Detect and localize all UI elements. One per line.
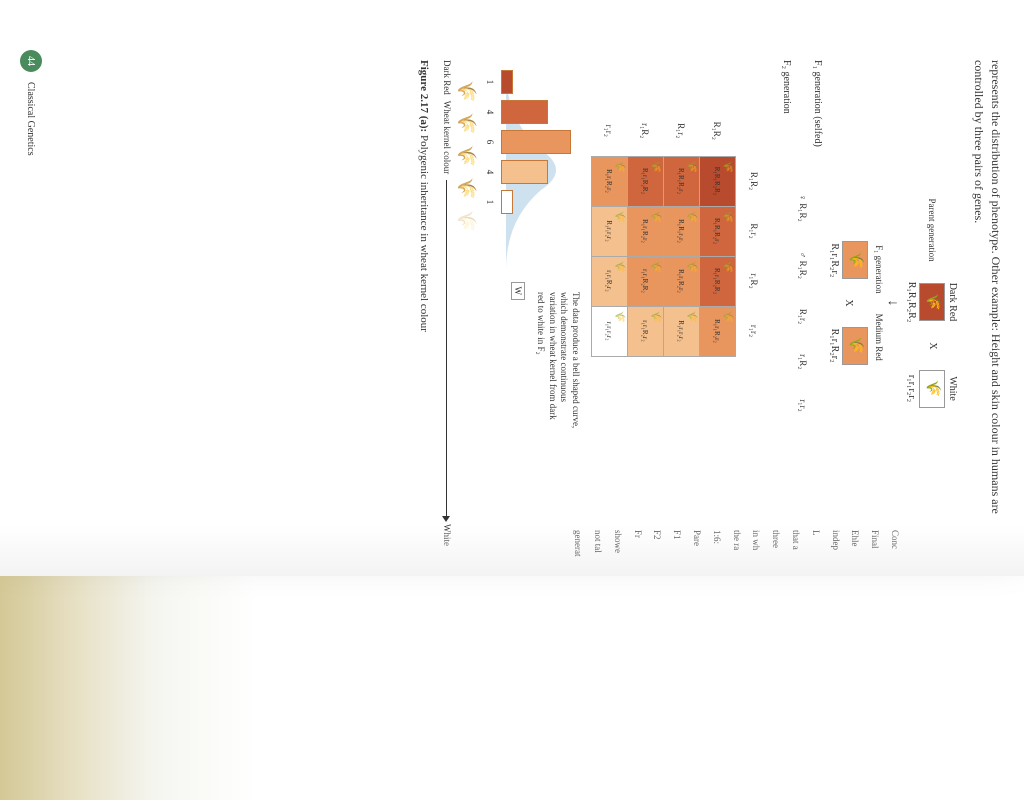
punnett-cell: R₁r₁R₂r₂: [591, 156, 627, 206]
next-page-edge: ConcFinalEhleindepLthat athreein whthe r…: [0, 526, 1024, 576]
wheat-icon: 🌾: [456, 145, 477, 167]
color-axis: Dark Red Wheat kernel colour White: [442, 60, 452, 546]
row-header: r₁r₂: [591, 106, 627, 156]
dark-red-parent: Dark Red 🌾 R₁R₁R₂R₂: [906, 282, 958, 323]
distribution-chart: 14641 W The data produce a bell shaped c…: [481, 60, 581, 546]
wheat-icon: 🌾: [456, 80, 477, 102]
f2-gen-label: F₂ generation: [781, 60, 792, 546]
cross-diagram: Parent generation Dark Red 🌾 R₁R₁R₂R₂ X …: [781, 60, 958, 546]
figure-caption: Figure 2.17 (a): Polygenic inheritance i…: [418, 60, 430, 546]
punnett-cell: R₁r₁R₂R₂: [627, 156, 663, 206]
punnett-cell: r₁r₁R₂R₂: [627, 256, 663, 306]
wheat-icon: 🌾: [456, 112, 477, 134]
bar: [501, 130, 571, 154]
page-number: 44: [20, 50, 42, 72]
row-header: R₁R₂: [699, 106, 735, 156]
dark-red-swatch: 🌾: [919, 283, 945, 321]
punnett-cell: r₁r₁R₂r₂: [591, 256, 627, 306]
col-header: R₁r₂: [735, 206, 771, 256]
punnett-square: R₁R₂R₁r₂r₁R₂r₁r₂R₁R₂R₁R₁R₂R₂R₁R₁R₂r₂R₁r₁…: [591, 60, 772, 546]
white-parent: White 🌾 r₁r₁r₂r₂: [906, 370, 958, 408]
punnett-cell: R₁r₁r₂r₂: [663, 306, 699, 356]
punnett-cell: R₁R₁r₂r₂: [663, 206, 699, 256]
w-label: W: [511, 282, 525, 301]
chart-note: The data produce a bell shaped curve, wh…: [534, 292, 581, 432]
footer-text: Classical Genetics: [26, 82, 37, 156]
punnett-cell: r₁r₁R₂r₂: [627, 306, 663, 356]
row-header: r₁R₂: [627, 106, 663, 156]
down-arrow-icon: ↓: [884, 60, 900, 546]
bar: [501, 190, 513, 214]
bar: [501, 100, 548, 124]
punnett-cell: R₁r₁R₂r₂: [627, 206, 663, 256]
bar: [501, 160, 548, 184]
wheat-gradient: 🌾 🌾 🌾 🌾 🌾: [456, 80, 477, 546]
white-swatch: 🌾: [919, 370, 945, 408]
punnett-cell: R₁R₁R₂R₂: [699, 156, 735, 206]
punnett-table: R₁R₂R₁r₂r₁R₂r₁r₂R₁R₂R₁R₁R₂R₂R₁R₁R₂r₂R₁r₁…: [591, 106, 772, 357]
punnett-cell: R₁R₁R₂r₂: [663, 156, 699, 206]
punnett-cell: R₁r₁R₂r₂: [699, 306, 735, 356]
arrow-icon: [446, 180, 447, 518]
punnett-cell: R₁r₁R₂r₂: [663, 256, 699, 306]
page-footer: 44 Classical Genetics: [20, 50, 42, 156]
wheat-icon: 🌾: [456, 210, 477, 232]
medium-red-swatch: 🌾: [842, 241, 868, 279]
col-header: r₁r₂: [735, 306, 771, 356]
punnett-cell: R₁R₁R₂r₂: [699, 206, 735, 256]
intro-text: represents the distribution of phenotype…: [970, 60, 1004, 546]
col-header: r₁R₂: [735, 256, 771, 306]
f1-selfed-label: F₁ generation (selfed): [812, 60, 823, 546]
punnett-cell: R₁r₁r₂r₂: [591, 206, 627, 256]
wheat-icon: 🌾: [456, 177, 477, 199]
punnett-cell: R₁r₁R₂R₂: [699, 256, 735, 306]
textbook-page: represents the distribution of phenotype…: [0, 0, 1024, 576]
row-header: R₁r₂: [663, 106, 699, 156]
parent-gen-label: Parent generation: [927, 198, 937, 261]
f1-gen-label: F₁ generation: [874, 245, 884, 293]
bar: [501, 70, 513, 94]
col-header: R₁R₂: [735, 156, 771, 206]
punnett-cell: r₁r₁r₂r₂: [591, 306, 627, 356]
